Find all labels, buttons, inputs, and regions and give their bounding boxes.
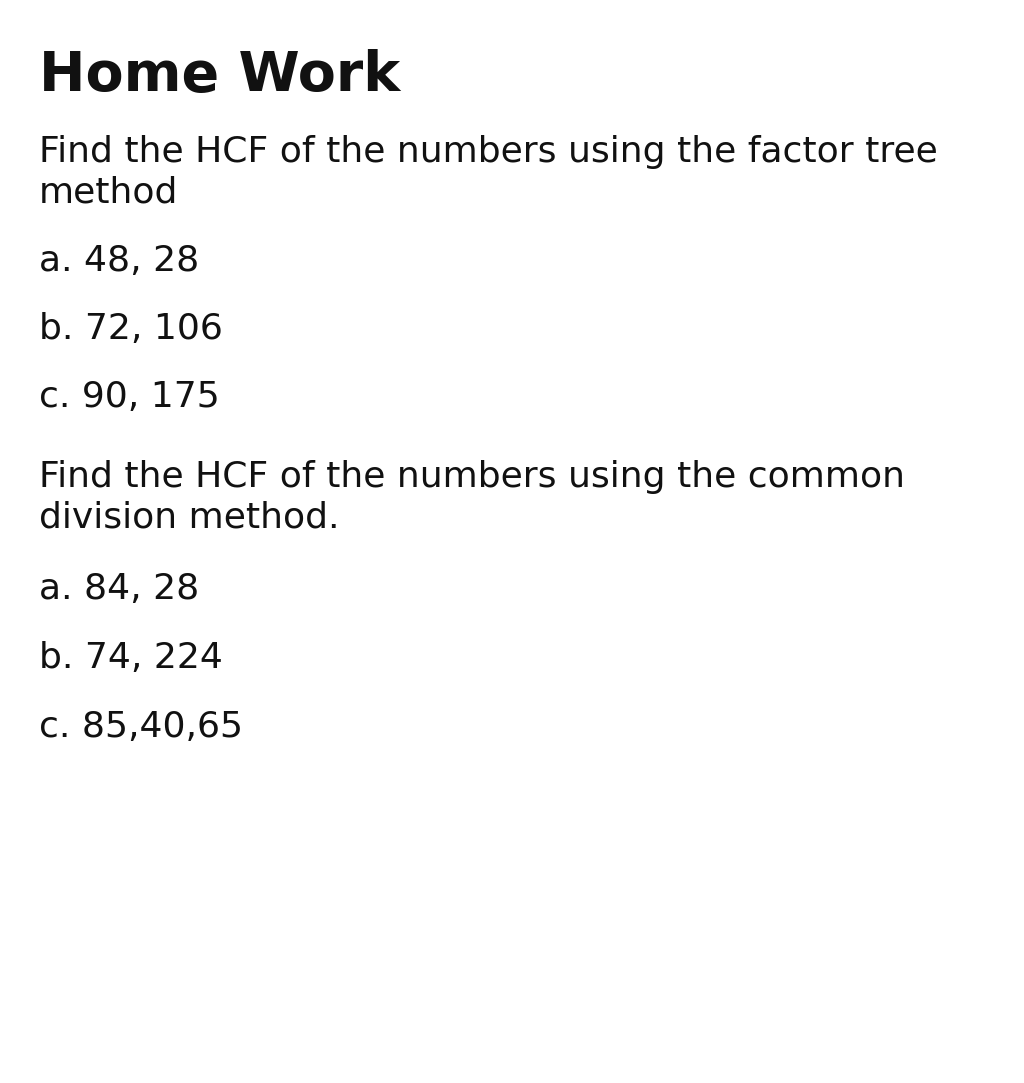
Text: a. 48, 28: a. 48, 28 <box>39 244 199 277</box>
Text: a. 84, 28: a. 84, 28 <box>39 572 199 605</box>
Text: division method.: division method. <box>39 500 339 534</box>
Text: b. 72, 106: b. 72, 106 <box>39 312 223 345</box>
Text: Find the HCF of the numbers using the common: Find the HCF of the numbers using the co… <box>39 460 905 494</box>
Text: Home Work: Home Work <box>39 49 400 103</box>
Text: method: method <box>39 175 178 209</box>
Text: Find the HCF of the numbers using the factor tree: Find the HCF of the numbers using the fa… <box>39 135 938 169</box>
Text: c. 85,40,65: c. 85,40,65 <box>39 710 243 744</box>
Text: c. 90, 175: c. 90, 175 <box>39 380 220 414</box>
Text: b. 74, 224: b. 74, 224 <box>39 641 223 675</box>
